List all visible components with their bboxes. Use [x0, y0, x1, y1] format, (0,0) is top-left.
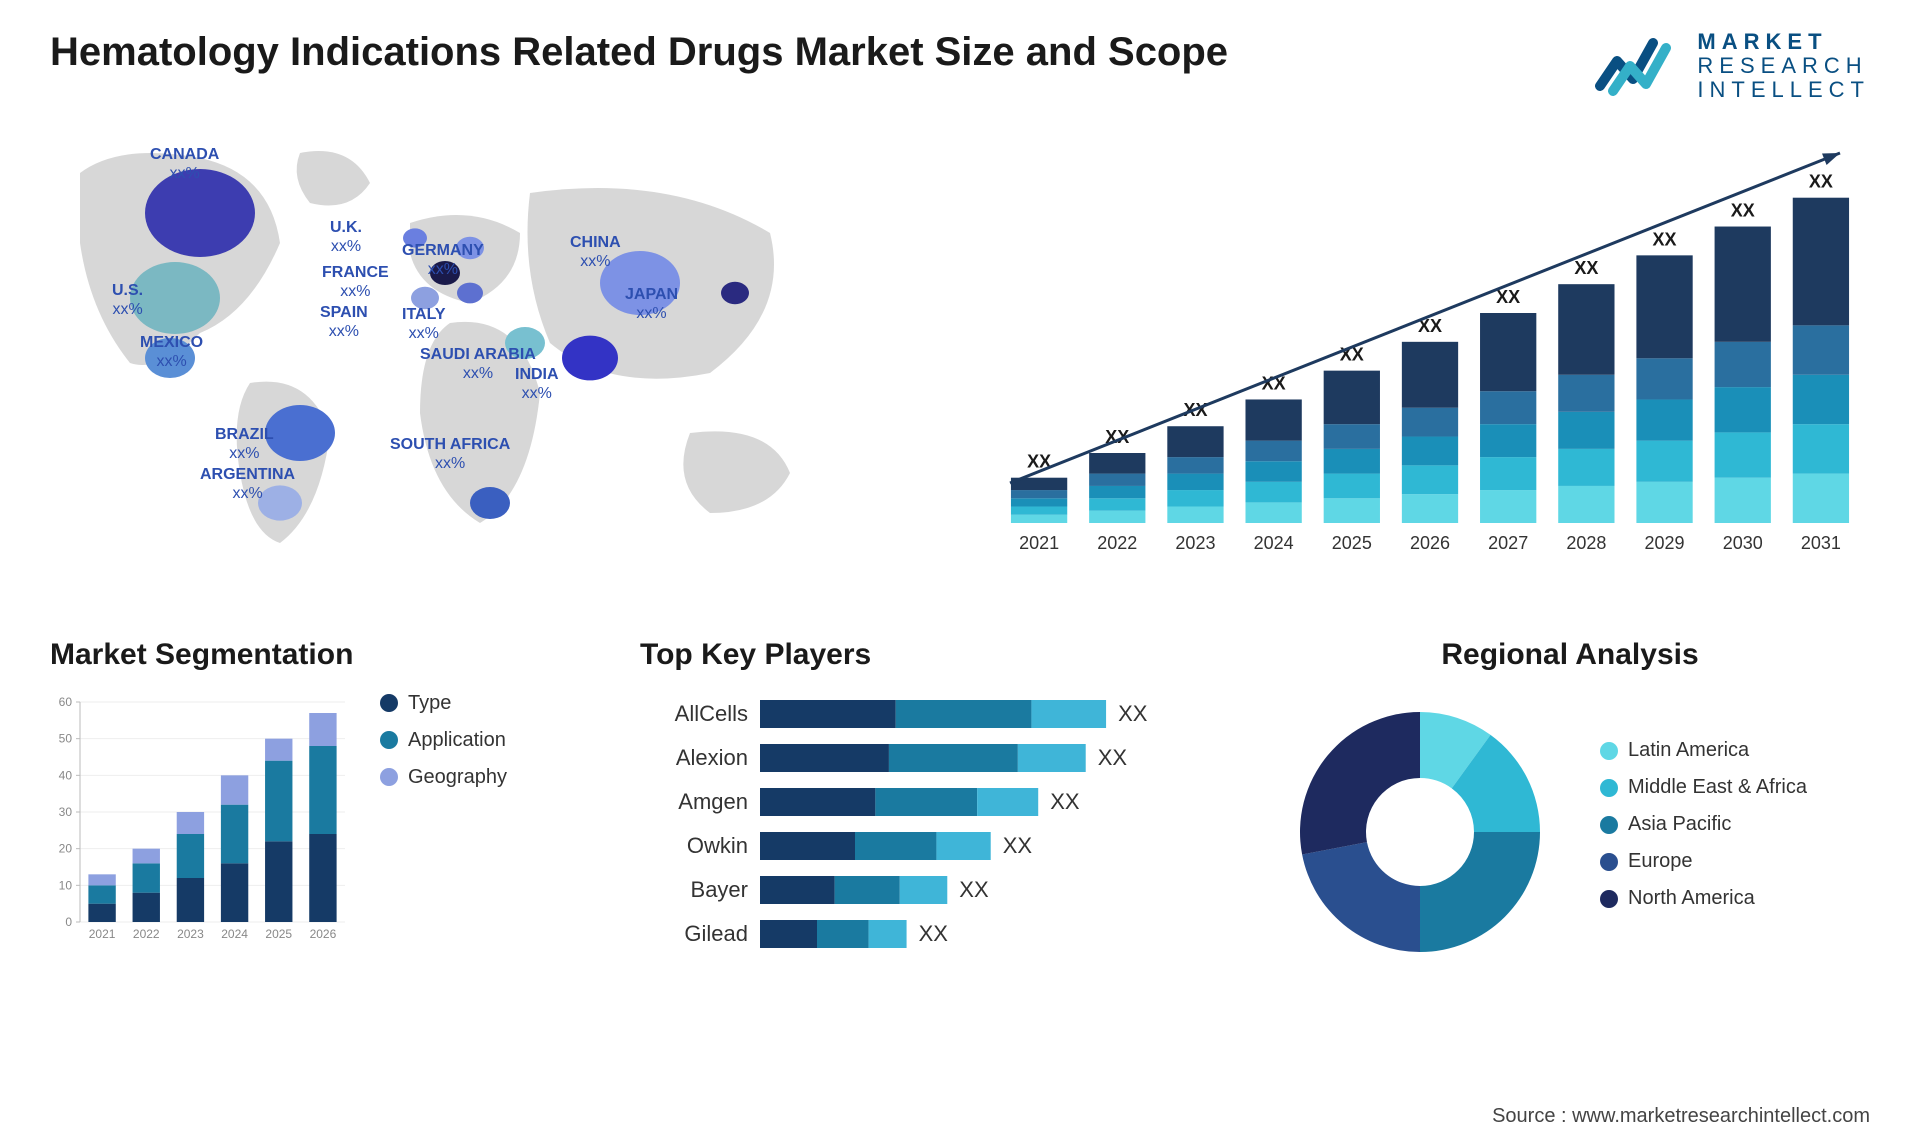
regional-legend-europe: Europe	[1600, 850, 1807, 873]
svg-text:XX: XX	[959, 877, 989, 902]
svg-text:2024: 2024	[221, 927, 248, 941]
svg-text:2025: 2025	[265, 927, 292, 941]
svg-text:2027: 2027	[1488, 533, 1528, 553]
svg-text:XX: XX	[1098, 745, 1128, 770]
logo-text: MARKET RESEARCH INTELLECT	[1697, 30, 1870, 103]
svg-text:XX: XX	[1050, 789, 1080, 814]
page-title: Hematology Indications Related Drugs Mar…	[50, 30, 1228, 75]
svg-text:XX: XX	[1118, 701, 1148, 726]
segmentation-legend: Type Application Geography	[380, 692, 507, 952]
map-label-brazil: BRAZILxx%	[215, 425, 274, 463]
map-label-spain: SPAINxx%	[320, 303, 368, 341]
header: Hematology Indications Related Drugs Mar…	[50, 30, 1870, 103]
svg-text:AllCells: AllCells	[675, 701, 748, 726]
svg-text:Bayer: Bayer	[691, 877, 748, 902]
players-section: Top Key Players AllCells XX Alexion XX Amgen…	[640, 638, 1240, 977]
svg-text:2021: 2021	[89, 927, 116, 941]
growth-chart: XX2021XX2022XX2023XX2024XX2025XX2026XX20…	[990, 133, 1870, 578]
map-label-japan: JAPANxx%	[625, 285, 678, 323]
svg-text:2022: 2022	[133, 927, 160, 941]
svg-text:Owkin: Owkin	[687, 833, 748, 858]
regional-legend-middle-east-africa: Middle East & Africa	[1600, 776, 1807, 799]
map-label-u-s-: U.S.xx%	[112, 281, 143, 319]
svg-text:XX: XX	[1653, 229, 1677, 249]
map-label-india: INDIAxx%	[515, 365, 559, 403]
logo-line1: MARKET	[1697, 30, 1870, 54]
svg-text:XX: XX	[1574, 258, 1598, 278]
svg-text:0: 0	[65, 915, 72, 929]
map-label-france: FRANCExx%	[322, 263, 389, 301]
svg-text:2024: 2024	[1254, 533, 1294, 553]
svg-text:2029: 2029	[1645, 533, 1685, 553]
svg-text:2022: 2022	[1097, 533, 1137, 553]
svg-text:Gilead: Gilead	[684, 921, 748, 946]
segmentation-title: Market Segmentation	[50, 638, 610, 672]
svg-text:XX: XX	[919, 921, 949, 946]
svg-text:50: 50	[59, 731, 73, 745]
svg-text:Alexion: Alexion	[676, 745, 748, 770]
world-map: CANADAxx% U.S.xx% MEXICOxx% BRAZILxx%ARGENT…	[50, 133, 950, 553]
svg-text:10: 10	[59, 878, 73, 892]
svg-text:30: 30	[59, 805, 73, 819]
regional-legend-north-america: North America	[1600, 887, 1807, 910]
seg-legend-application: Application	[380, 729, 507, 752]
seg-legend-type: Type	[380, 692, 507, 715]
svg-text:2030: 2030	[1723, 533, 1763, 553]
svg-text:XX: XX	[1003, 833, 1033, 858]
logo: MARKET RESEARCH INTELLECT	[1595, 30, 1870, 103]
bottom-row: Market Segmentation 0 10 20 30 40 50 60 2021 202…	[50, 638, 1870, 977]
map-label-argentina: ARGENTINAxx%	[200, 465, 295, 503]
logo-line2: RESEARCH	[1697, 54, 1870, 78]
map-label-canada: CANADAxx%	[150, 145, 219, 183]
svg-text:2021: 2021	[1019, 533, 1059, 553]
svg-text:2031: 2031	[1801, 533, 1841, 553]
svg-text:2023: 2023	[177, 927, 204, 941]
svg-text:20: 20	[59, 841, 73, 855]
top-row: CANADAxx% U.S.xx% MEXICOxx% BRAZILxx%ARGENT…	[50, 133, 1870, 578]
svg-text:XX: XX	[1731, 200, 1755, 220]
regional-legend-asia-pacific: Asia Pacific	[1600, 813, 1807, 836]
regional-title: Regional Analysis	[1270, 638, 1870, 672]
map-label-germany: GERMANYxx%	[402, 241, 484, 279]
svg-text:2023: 2023	[1175, 533, 1215, 553]
logo-mark-icon	[1595, 31, 1685, 101]
svg-text:XX: XX	[1262, 373, 1286, 393]
svg-text:2026: 2026	[1410, 533, 1450, 553]
map-label-italy: ITALYxx%	[402, 305, 446, 343]
svg-text:2026: 2026	[310, 927, 337, 941]
source-text: Source : www.marketresearchintellect.com	[1492, 1105, 1870, 1128]
players-title: Top Key Players	[640, 638, 1240, 672]
growth-chart-svg: XX2021XX2022XX2023XX2024XX2025XX2026XX20…	[990, 133, 1870, 573]
map-label-mexico: MEXICOxx%	[140, 333, 203, 371]
regional-legend: Latin America Middle East & Africa Asia Pa…	[1600, 739, 1807, 924]
svg-text:Amgen: Amgen	[678, 789, 748, 814]
logo-line3: INTELLECT	[1697, 78, 1870, 102]
segmentation-chart: 0 10 20 30 40 50 60 2021 2022 2023 2024 2025 2026	[50, 692, 350, 952]
svg-text:60: 60	[59, 695, 73, 709]
regional-section: Regional Analysis Latin America Middle Ea…	[1270, 638, 1870, 977]
regional-donut	[1270, 692, 1570, 972]
svg-text:XX: XX	[1496, 287, 1520, 307]
svg-text:2025: 2025	[1332, 533, 1372, 553]
seg-legend-geography: Geography	[380, 766, 507, 789]
regional-legend-latin-america: Latin America	[1600, 739, 1807, 762]
map-label-china: CHINAxx%	[570, 233, 621, 271]
segmentation-section: Market Segmentation 0 10 20 30 40 50 60 2021 202…	[50, 638, 610, 977]
players-chart: AllCells XX Alexion XX Amgen XX Owkin XX Bayer XX…	[640, 692, 1240, 972]
map-label-u-k-: U.K.xx%	[330, 218, 362, 256]
map-label-south-africa: SOUTH AFRICAxx%	[390, 435, 510, 473]
svg-text:XX: XX	[1809, 171, 1833, 191]
svg-text:2028: 2028	[1566, 533, 1606, 553]
svg-text:40: 40	[59, 768, 73, 782]
